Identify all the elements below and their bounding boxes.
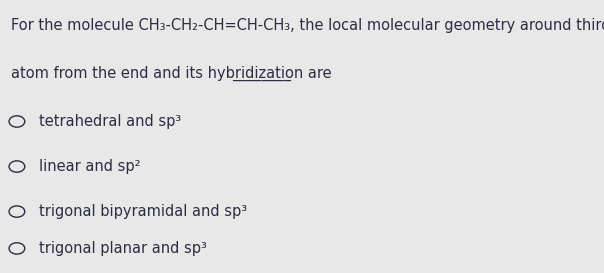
Text: ________: ________ <box>233 66 292 81</box>
Text: For the molecule CH₃-CH₂-CH=CH-CH₃, the local molecular geometry around third ca: For the molecule CH₃-CH₂-CH=CH-CH₃, the … <box>11 18 604 33</box>
Text: trigonal planar and sp³: trigonal planar and sp³ <box>39 241 207 256</box>
Text: trigonal bipyramidal and sp³: trigonal bipyramidal and sp³ <box>39 204 248 219</box>
Text: atom from the end and its hybridization are: atom from the end and its hybridization … <box>11 66 332 81</box>
Text: tetrahedral and sp³: tetrahedral and sp³ <box>39 114 182 129</box>
Text: linear and sp²: linear and sp² <box>39 159 141 174</box>
